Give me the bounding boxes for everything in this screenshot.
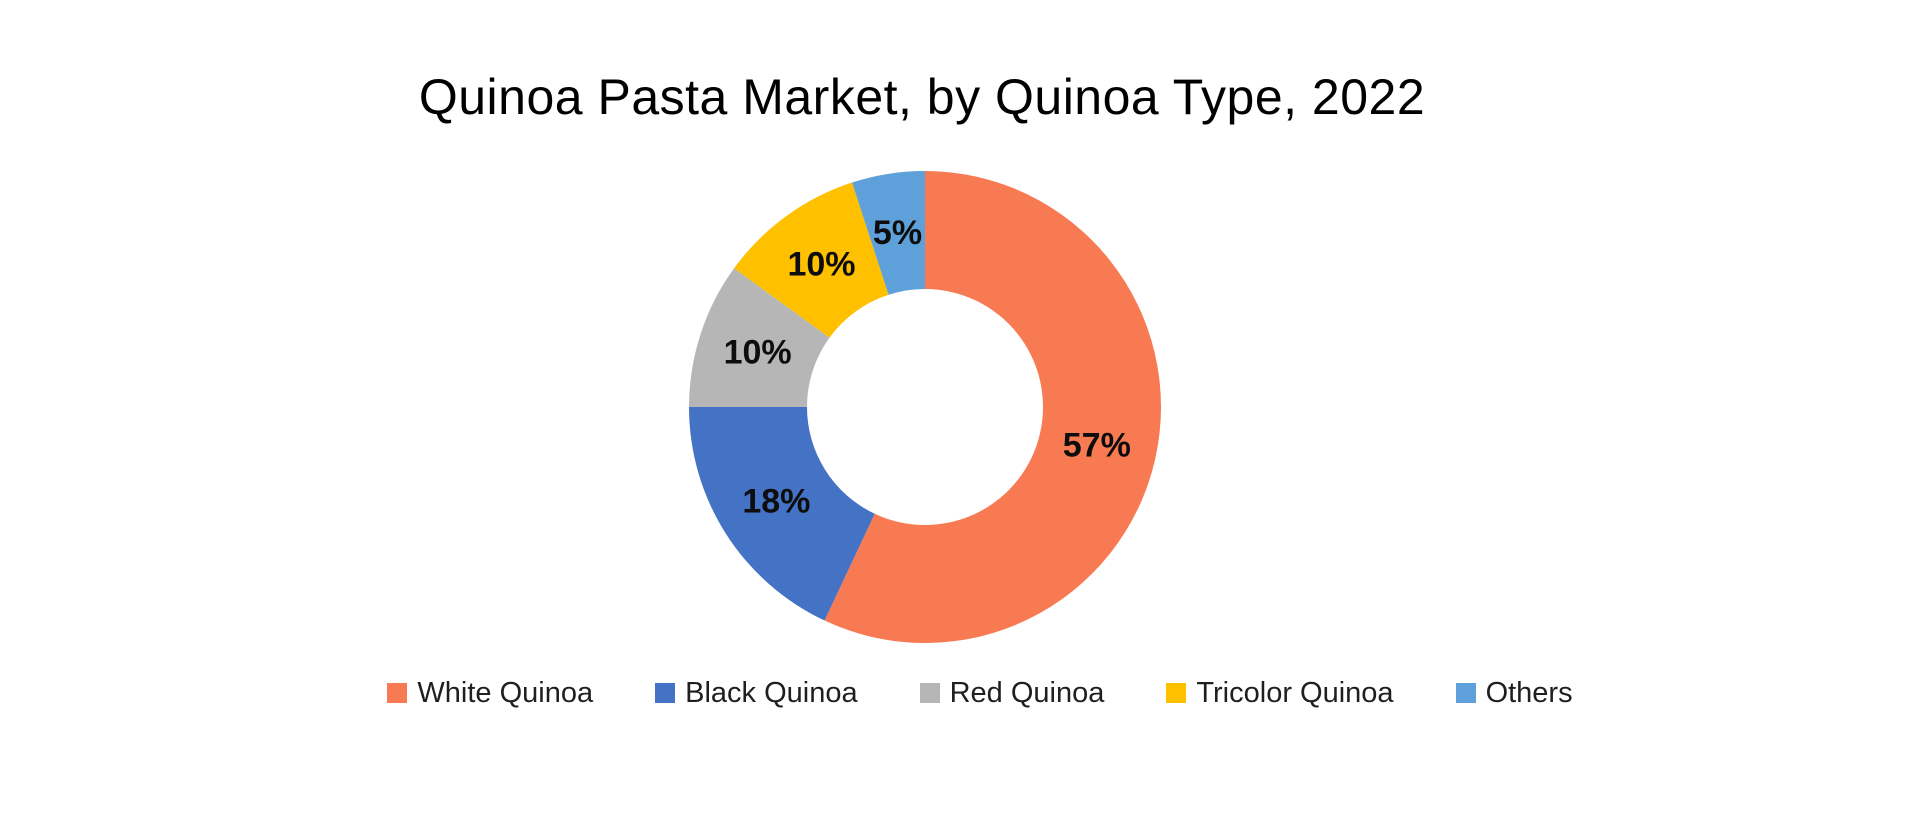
donut-segment-white-quinoa[interactable] (824, 171, 1161, 643)
legend-item-red-quinoa[interactable]: Red Quinoa (919, 677, 1105, 709)
donut-segment-red-quinoa[interactable] (689, 268, 830, 407)
donut-segment-black-quinoa[interactable] (689, 407, 875, 621)
legend-swatch-red-quinoa (919, 683, 940, 703)
legend-item-white-quinoa[interactable]: White Quinoa (387, 678, 593, 708)
slice-data-label-red-quinoa: 10% (724, 334, 792, 372)
donut-svg: 57% 18% 10% 10% 5% (689, 171, 1161, 643)
legend-label-red-quinoa: Red Quinoa (949, 677, 1105, 709)
chart-legend: White Quinoa Black Quinoa Red Quinoa Tricol… (20, 678, 1920, 708)
chart-title: Quinoa Pasta Market, by Quinoa Type, 202… (418, 69, 1426, 125)
slice-data-label-others: 5% (873, 214, 922, 252)
legend-swatch-white-quinoa (387, 683, 408, 703)
slice-data-label-black-quinoa: 18% (742, 482, 810, 520)
legend-swatch-tricolor-quinoa (1166, 683, 1187, 703)
slice-data-label-white-quinoa: 57% (1063, 426, 1131, 464)
legend-label-white-quinoa: White Quinoa (417, 677, 594, 709)
legend-label-others: Others (1485, 677, 1573, 709)
legend-label-black-quinoa: Black Quinoa (685, 677, 858, 709)
donut-chart: 57% 18% 10% 10% 5% (689, 171, 1161, 643)
donut-segment-tricolor-quinoa[interactable] (734, 182, 889, 338)
donut-segment-others[interactable] (852, 171, 925, 295)
legend-item-black-quinoa[interactable]: Black Quinoa (655, 678, 858, 708)
legend-swatch-others (1455, 683, 1476, 703)
legend-swatch-black-quinoa (655, 683, 676, 703)
legend-label-tricolor-quinoa: Tricolor Quinoa (1196, 677, 1394, 709)
legend-item-others[interactable]: Others (1455, 677, 1573, 709)
legend-item-tricolor-quinoa[interactable]: Tricolor Quinoa (1166, 677, 1394, 709)
slice-data-label-tricolor-quinoa: 10% (787, 246, 855, 284)
